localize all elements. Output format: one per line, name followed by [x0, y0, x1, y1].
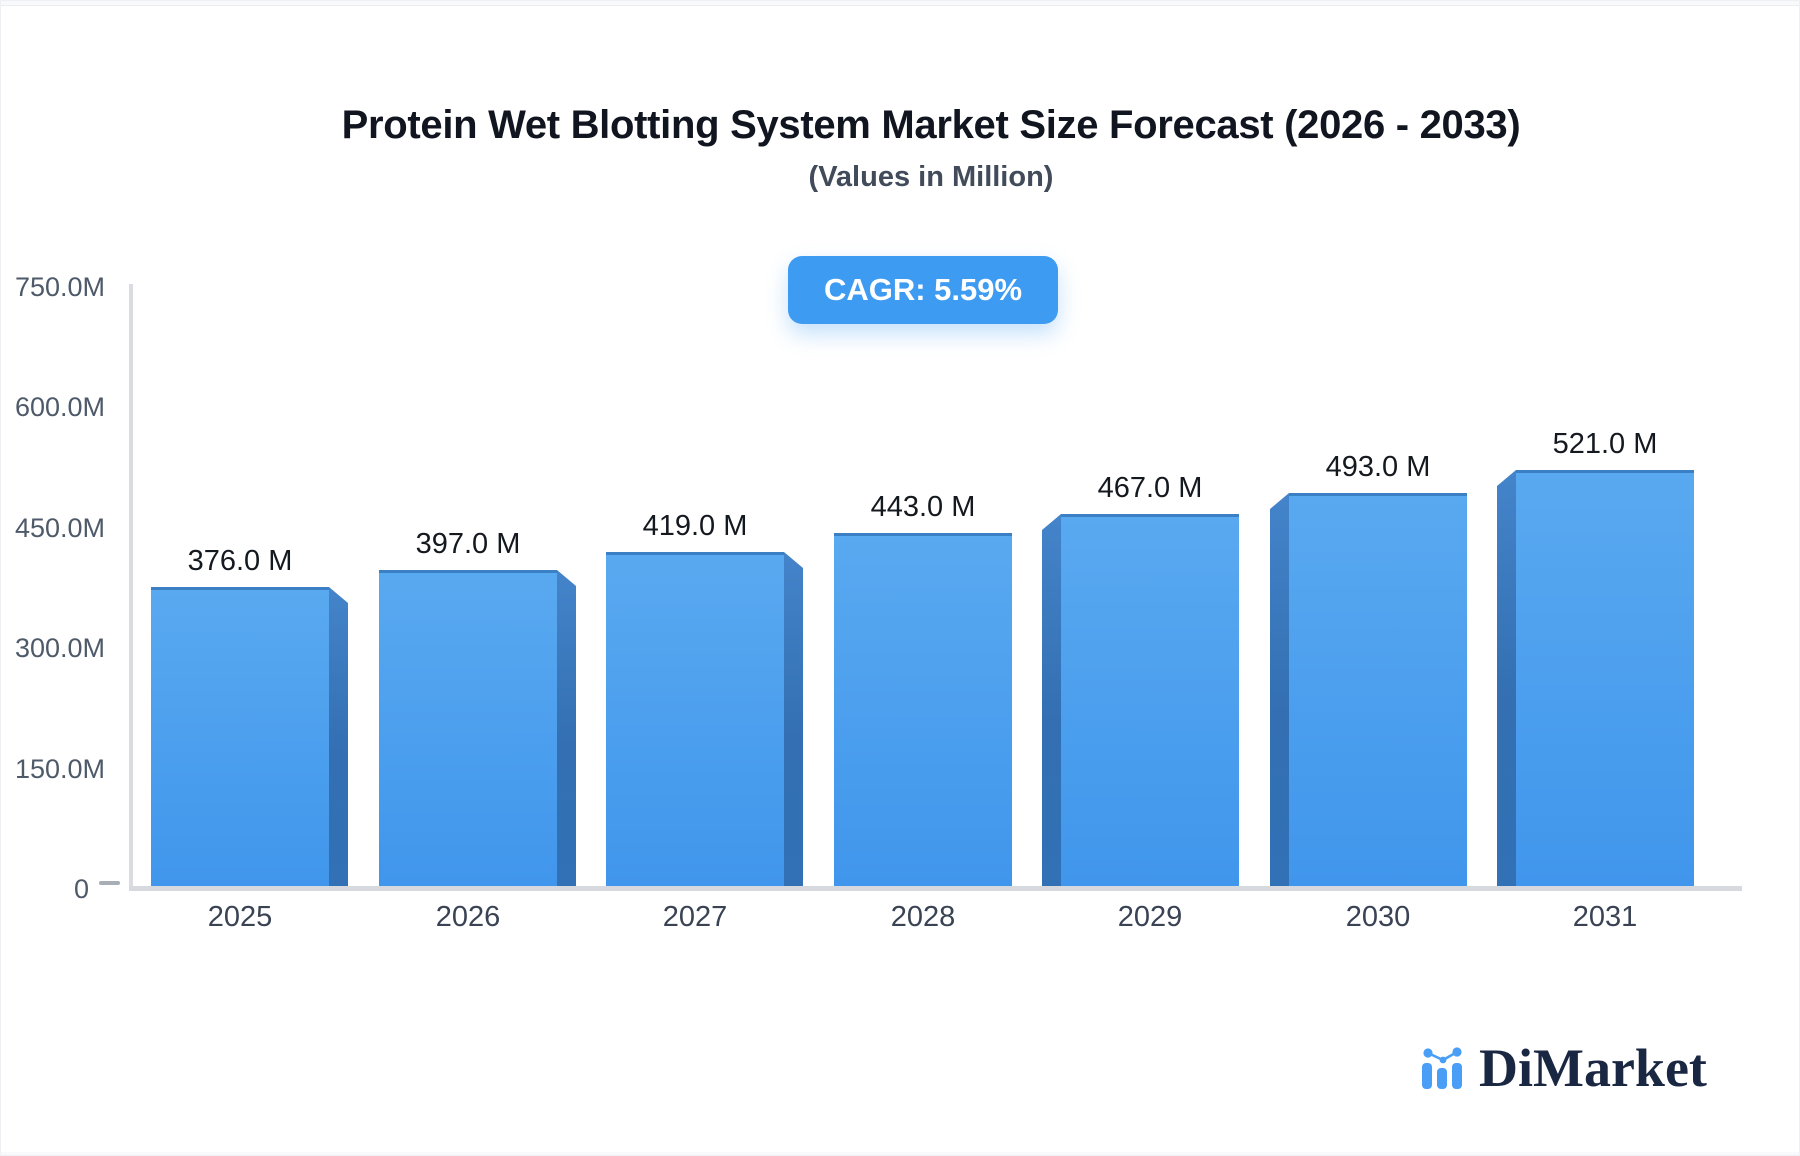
x-axis-year-label: 2025: [207, 901, 273, 933]
bar-value-label: 521.0 M: [1552, 428, 1658, 460]
bar-value-label: 419.0 M: [642, 510, 748, 542]
bar-2026: [379, 570, 557, 889]
bar-3d-side-2026: [557, 570, 576, 889]
bar-3d-side-2025: [329, 587, 348, 889]
zero-tick-dash: [99, 881, 120, 885]
bar-value-label: 467.0 M: [1097, 472, 1203, 504]
x-axis-year-label: 2026: [435, 901, 501, 933]
bar-value-label: 443.0 M: [870, 491, 976, 523]
bottom-edge-strip: [1, 1152, 1799, 1155]
chart-title: Protein Wet Blotting System Market Size …: [341, 103, 1521, 147]
x-axis-year-label: 2030: [1345, 901, 1411, 933]
bar-3d-side-2029: [1042, 514, 1061, 889]
bar-2028: [834, 533, 1012, 889]
x-axis-year-label: 2031: [1572, 901, 1638, 933]
bar-2030: [1289, 493, 1467, 889]
bar-2029: [1061, 514, 1239, 889]
y-axis-tick-label: 600.0M: [14, 392, 105, 422]
x-axis-year-label: 2028: [890, 901, 956, 933]
x-axis-year-label: 2029: [1117, 901, 1183, 933]
bar-value-label: 493.0 M: [1325, 451, 1431, 483]
bar-2025: [151, 587, 329, 889]
y-axis-tick-label: 300.0M: [14, 633, 105, 663]
bar-2031: [1516, 470, 1694, 889]
bar-3d-side-2030: [1270, 493, 1289, 889]
top-edge-strip: [1, 1, 1799, 6]
bar-2027: [606, 552, 784, 889]
x-axis-year-label: 2027: [662, 901, 728, 933]
logo-text: DiMarket: [1479, 1038, 1707, 1098]
x-axis-line: [129, 886, 1742, 891]
y-axis-line: [129, 284, 133, 888]
bar-value-label: 376.0 M: [187, 545, 293, 577]
y-axis-tick-label: 750.0M: [14, 272, 105, 302]
y-axis-tick-label: 450.0M: [14, 513, 105, 543]
bar-3d-side-2031: [1497, 470, 1516, 889]
y-axis-tick-label: 0: [73, 874, 89, 904]
bar-value-label: 397.0 M: [415, 528, 521, 560]
y-axis-tick-label: 150.0M: [14, 754, 105, 784]
chart-subtitle: (Values in Million): [808, 161, 1054, 193]
bar-3d-side-2027: [784, 552, 803, 889]
cagr-badge: CAGR: 5.59%: [788, 256, 1058, 324]
logo-chart-icon: [1422, 1047, 1462, 1089]
